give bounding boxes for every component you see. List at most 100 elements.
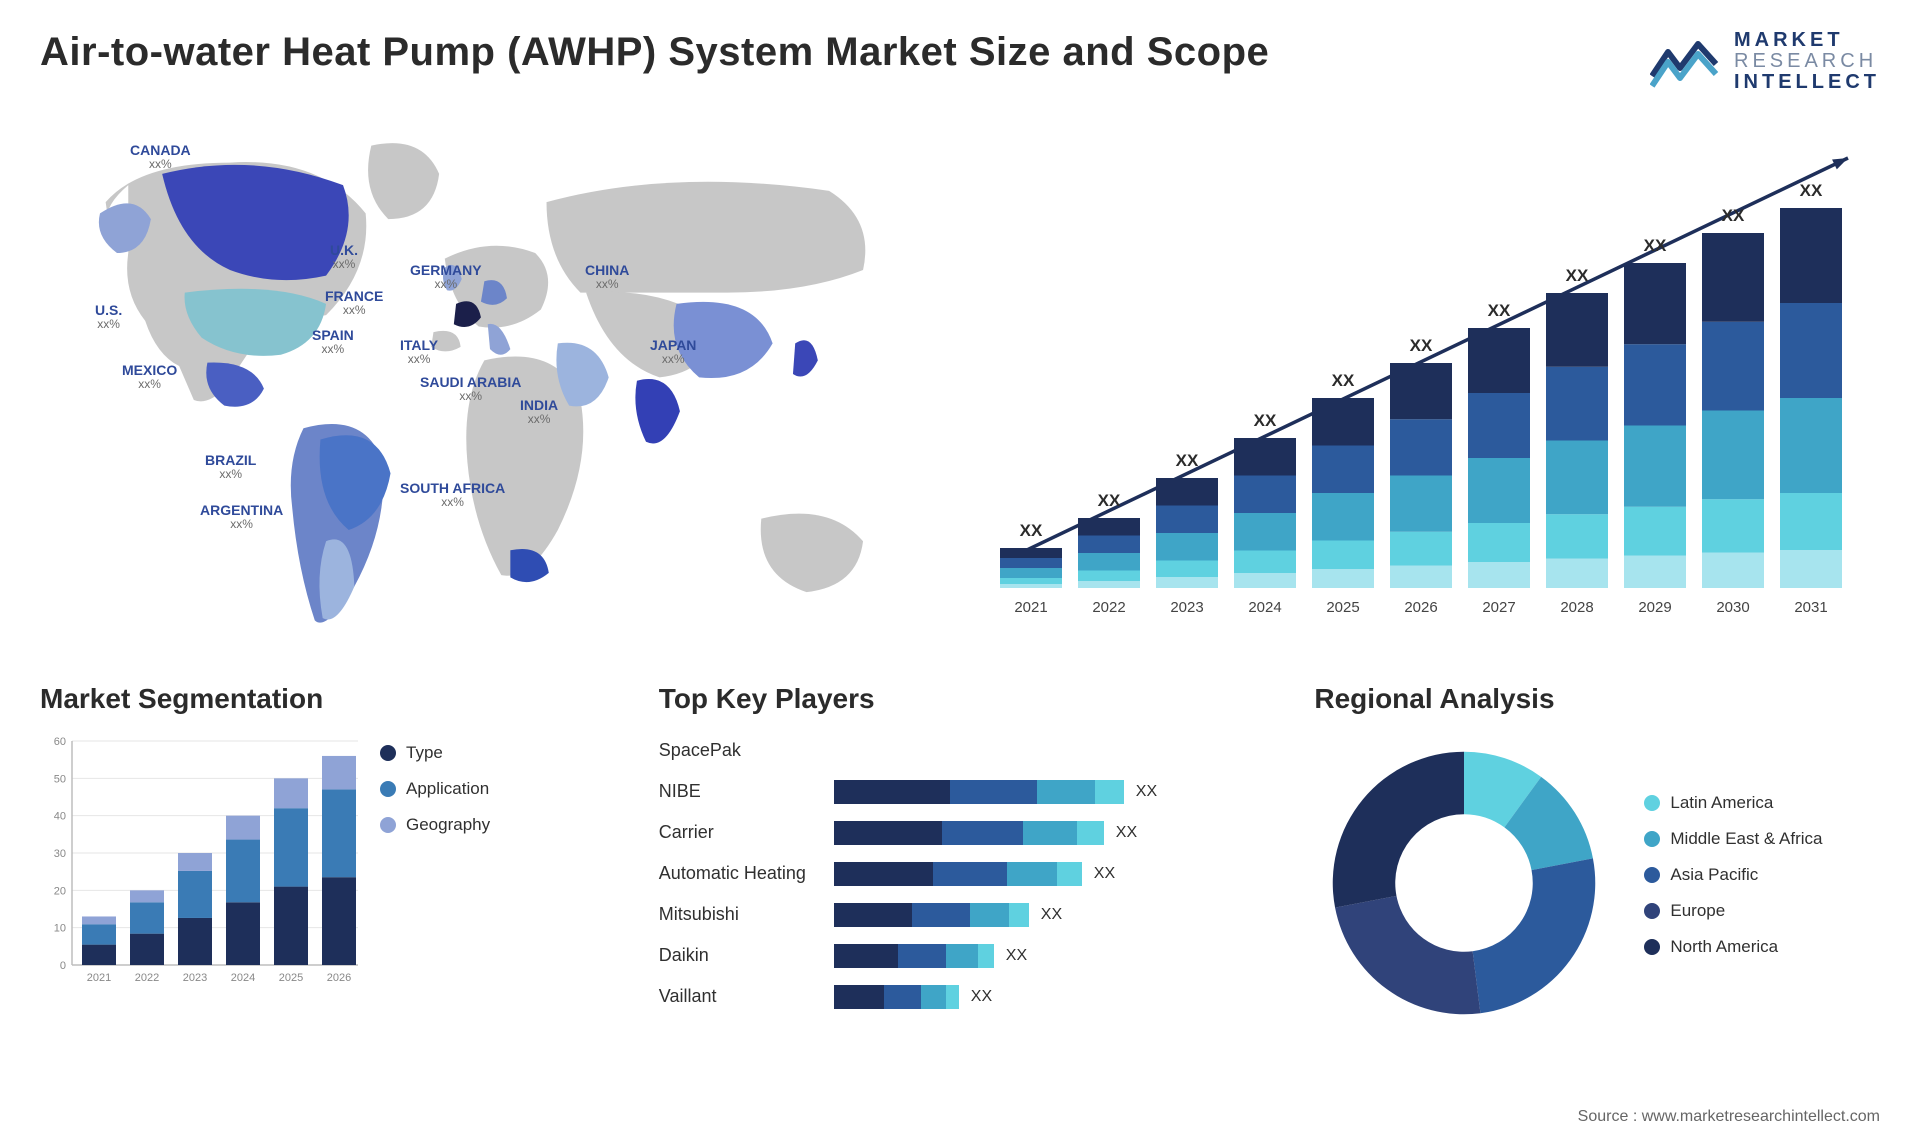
svg-text:2025: 2025 [1326, 599, 1359, 616]
logo-text: MARKET RESEARCH INTELLECT [1734, 30, 1880, 93]
svg-text:0: 0 [60, 960, 66, 972]
player-value: XX [1094, 865, 1115, 883]
svg-text:XX: XX [1410, 336, 1433, 355]
map-label: U.K.xx% [330, 243, 358, 272]
map-label: BRAZILxx% [205, 453, 256, 482]
logo-line2: RESEARCH [1734, 51, 1880, 72]
legend-item: Middle East & Africa [1644, 829, 1822, 849]
legend-item: Europe [1644, 901, 1822, 921]
player-row: MitsubishiXX [659, 897, 1285, 932]
segmentation-chart-svg: 0 10 20 30 40 50 60 2021 2022 2023 2024 2025 2026 [40, 733, 360, 993]
map-label: CHINAxx% [585, 263, 629, 292]
player-label: SpacePak [659, 740, 834, 761]
svg-text:2028: 2028 [1560, 599, 1593, 616]
svg-text:2024: 2024 [1248, 599, 1281, 616]
player-bar [834, 862, 1082, 886]
map-label: FRANCExx% [325, 289, 383, 318]
player-value: XX [1136, 783, 1157, 801]
player-value: XX [1041, 906, 1062, 924]
svg-text:2026: 2026 [1404, 599, 1437, 616]
bottom-row: Market Segmentation 0 10 20 30 40 50 60 2021 202… [40, 683, 1880, 1033]
svg-text:2022: 2022 [135, 972, 159, 984]
svg-text:XX: XX [1722, 206, 1745, 225]
map-label: CANADAxx% [130, 143, 191, 172]
logo-icon [1650, 34, 1720, 90]
player-bar [834, 903, 1029, 927]
player-label: Automatic Heating [659, 863, 834, 884]
player-label: Carrier [659, 822, 834, 843]
header: Air-to-water Heat Pump (AWHP) System Mar… [40, 30, 1880, 93]
map-label: SOUTH AFRICAxx% [400, 481, 505, 510]
svg-text:30: 30 [54, 848, 66, 860]
svg-text:2027: 2027 [1482, 599, 1515, 616]
svg-text:XX: XX [1800, 181, 1823, 200]
regional-legend: Latin AmericaMiddle East & AfricaAsia Pa… [1644, 793, 1822, 973]
player-bar [834, 985, 959, 1009]
svg-text:2023: 2023 [1170, 599, 1203, 616]
player-bar [834, 944, 994, 968]
legend-item: Geography [380, 815, 490, 835]
forecast-chart-svg: XX 2021 XX 2022 XX 2023 XX 2024 XX 2025 XX 2026 XX 20… [980, 113, 1880, 643]
map-label: JAPANxx% [650, 338, 696, 367]
player-row: Vaillant XX [659, 979, 1285, 1014]
page-title: Air-to-water Heat Pump (AWHP) System Mar… [40, 30, 1269, 75]
legend-item: North America [1644, 937, 1822, 957]
map-label: SAUDI ARABIAxx% [420, 375, 521, 404]
svg-text:2023: 2023 [183, 972, 207, 984]
player-label: Vaillant [659, 986, 834, 1007]
svg-text:60: 60 [54, 736, 66, 748]
svg-text:2026: 2026 [327, 972, 351, 984]
regional-panel: Regional Analysis Latin America Middle Ea… [1314, 683, 1920, 1033]
player-row: Daikin XX [659, 938, 1285, 973]
player-label: NIBE [659, 781, 834, 802]
svg-text:2022: 2022 [1092, 599, 1125, 616]
svg-text:2029: 2029 [1638, 599, 1671, 616]
svg-text:XX: XX [1488, 301, 1511, 320]
segmentation-panel: Market Segmentation 0 10 20 30 40 50 60 2021 202… [40, 683, 629, 1033]
segmentation-title: Market Segmentation [40, 683, 629, 715]
map-label: MEXICOxx% [122, 363, 177, 392]
svg-text:XX: XX [1332, 371, 1355, 390]
source-text: Source : www.marketresearchintellect.com [1578, 1108, 1880, 1126]
map-label: GERMANYxx% [410, 263, 482, 292]
svg-text:XX: XX [1176, 451, 1199, 470]
world-map: CANADAxx%U.S.xx%MEXICOxx%BRAZILxx%ARGENT… [40, 113, 940, 643]
svg-text:XX: XX [1566, 266, 1589, 285]
svg-text:XX: XX [1098, 491, 1121, 510]
svg-text:40: 40 [54, 811, 66, 823]
segmentation-chart: 0 10 20 30 40 50 60 2021 2022 2023 2024 2025 2026 [40, 733, 360, 993]
player-bar [834, 821, 1104, 845]
map-label: ARGENTINAxx% [200, 503, 283, 532]
player-row: NIBE XX [659, 774, 1285, 809]
player-value: XX [1006, 947, 1027, 965]
legend-item: Latin America [1644, 793, 1822, 813]
logo-line3: INTELLECT [1734, 72, 1880, 93]
player-row: Automatic Heating XX [659, 856, 1285, 891]
brand-logo: MARKET RESEARCH INTELLECT [1650, 30, 1880, 93]
svg-text:2024: 2024 [231, 972, 255, 984]
legend-item: Application [380, 779, 490, 799]
svg-text:XX: XX [1644, 236, 1667, 255]
top-row: CANADAxx%U.S.xx%MEXICOxx%BRAZILxx%ARGENT… [40, 113, 1880, 643]
segmentation-legend: Type Application Geography [380, 733, 490, 993]
player-value: XX [971, 988, 992, 1006]
svg-text:2021: 2021 [1014, 599, 1047, 616]
map-label: SPAINxx% [312, 328, 354, 357]
player-label: Daikin [659, 945, 834, 966]
logo-line1: MARKET [1734, 30, 1880, 51]
player-row: Carrier XX [659, 815, 1285, 850]
svg-text:2021: 2021 [87, 972, 111, 984]
svg-text:20: 20 [54, 885, 66, 897]
map-label: ITALYxx% [400, 338, 438, 367]
regional-title: Regional Analysis [1314, 683, 1920, 715]
map-label: INDIAxx% [520, 398, 558, 427]
svg-text:2025: 2025 [279, 972, 303, 984]
player-bar [834, 780, 1124, 804]
legend-item: Type [380, 743, 490, 763]
players-panel: Top Key Players SpacePakNIBEXXCarrierXXA… [659, 683, 1285, 1033]
svg-text:50: 50 [54, 773, 66, 785]
player-value: XX [1116, 824, 1137, 842]
svg-text:10: 10 [54, 923, 66, 935]
svg-text:2031: 2031 [1794, 599, 1827, 616]
players-title: Top Key Players [659, 683, 1285, 715]
